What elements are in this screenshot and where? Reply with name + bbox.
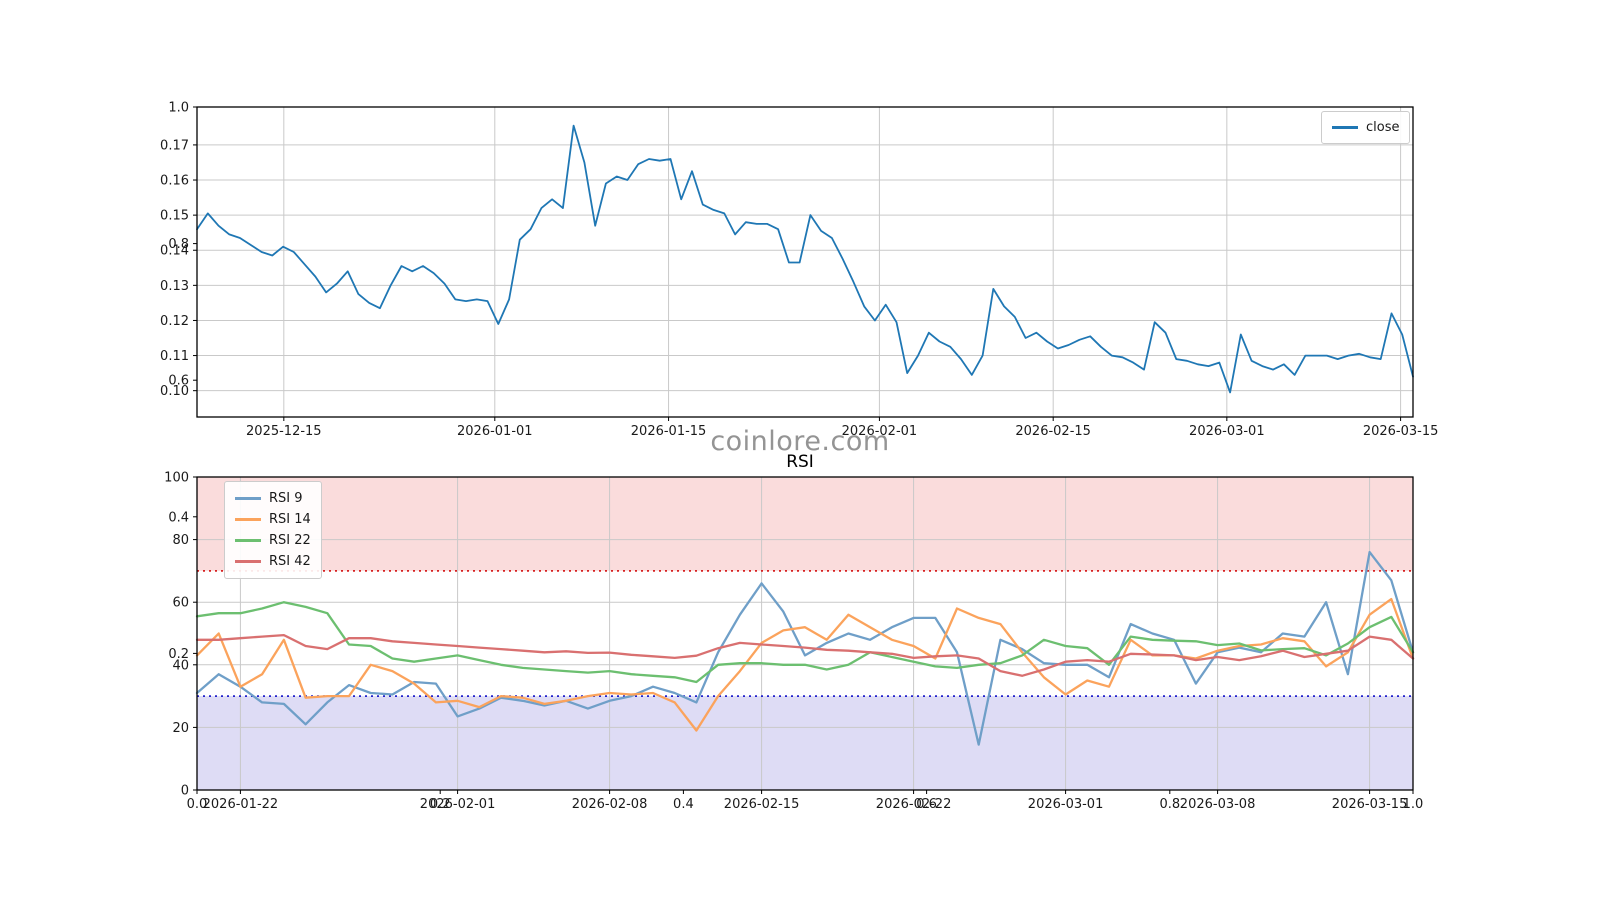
rsi-legend: RSI 9 RSI 14 RSI 22 RSI 42 [224,481,322,579]
legend-row-rsi42: RSI 42 [235,551,311,572]
legend-row-rsi22: RSI 22 [235,530,311,551]
rsi9-legend-label: RSI 9 [269,491,303,506]
overlay-ytick-label: 0.8 [168,237,189,252]
rsi-xtick-label: 2026-01-22 [203,797,279,812]
rsi-axes-border [196,476,1414,791]
rsi14-legend-label: RSI 14 [269,512,311,527]
close-line [196,124,1414,394]
rsi22-legend-label: RSI 22 [269,533,311,548]
rsi-panel-title: RSI [786,452,814,472]
overlay-ytick-label: 0.2 [168,647,189,662]
close-legend-label: close [1366,120,1400,135]
price-xtick-label: 2026-01-15 [631,424,707,439]
price-xtick-label: 2025-12-15 [246,424,322,439]
price-ytick-label: 0.13 [160,279,189,294]
overlay-ytick-label: 0.4 [168,510,189,525]
rsi-line-rsi9 [195,550,1415,746]
overlay-ytick-label: 1.0 [168,101,189,116]
price-ytick-label: 0.11 [160,349,189,364]
rsi-line-rsi14 [195,597,1415,732]
price-ytick-label: 0.17 [160,138,189,153]
overbought-band [197,477,1413,571]
overlay-xtick-label: 0.8 [1159,797,1180,812]
price-axes-border [196,106,1414,418]
close-line-swatch [1332,126,1358,129]
overlay-xtick-label: 0.2 [430,797,451,812]
watermark: coinlore.com [710,426,890,457]
rsi-ytick-label: 80 [172,533,189,548]
rsi-xtick-label: 2026-02-15 [724,797,800,812]
rsi-ytick-label: 0 [181,784,189,799]
legend-row-rsi14: RSI 14 [235,509,311,530]
rsi-xtick-label: 2026-02-22 [876,797,952,812]
overlay-xtick-label: 0.4 [673,797,694,812]
price-xtick-label: 2026-03-15 [1363,424,1439,439]
price-ytick-label: 0.10 [160,384,189,399]
rsi-ytick-label: 20 [172,721,189,736]
overlay-xtick-label: 0.6 [916,797,937,812]
rsi-line-rsi22 [195,601,1415,684]
rsi9-line-swatch [235,497,261,500]
price-ytick-label: 0.15 [160,209,189,224]
rsi-xtick-label: 2026-03-15 [1332,797,1408,812]
overlay-ytick-label: 0.6 [168,374,189,389]
oversold-band [197,696,1413,790]
rsi42-legend-label: RSI 42 [269,554,311,569]
rsi14-line-swatch [235,518,261,521]
rsi-ytick-label: 40 [172,658,189,673]
rsi42-line-swatch [235,560,261,563]
price-ytick-label: 0.16 [160,174,189,189]
overlay-xtick-label: 1.0 [1403,797,1424,812]
price-legend: close [1321,111,1411,144]
rsi-ytick-label: 100 [164,471,189,486]
price-ytick-label: 0.14 [160,244,189,259]
rsi-ytick-label: 60 [172,596,189,611]
legend-row-close: close [1332,117,1399,138]
rsi-xtick-label: 2026-03-01 [1028,797,1104,812]
rsi22-line-swatch [235,539,261,542]
rsi-xtick-label: 2026-03-08 [1180,797,1256,812]
legend-row-rsi9: RSI 9 [235,488,311,509]
price-xtick-label: 2026-02-15 [1015,424,1091,439]
rsi-xtick-label: 2026-02-01 [420,797,496,812]
price-xtick-label: 2026-02-01 [842,424,918,439]
price-ytick-label: 0.12 [160,314,189,329]
overlay-xtick-label: 0.0 [187,797,208,812]
price-xtick-label: 2026-01-01 [457,424,533,439]
rsi-xtick-label: 2026-02-08 [572,797,648,812]
rsi-line-rsi42 [195,633,1415,677]
price-xtick-label: 2026-03-01 [1189,424,1265,439]
